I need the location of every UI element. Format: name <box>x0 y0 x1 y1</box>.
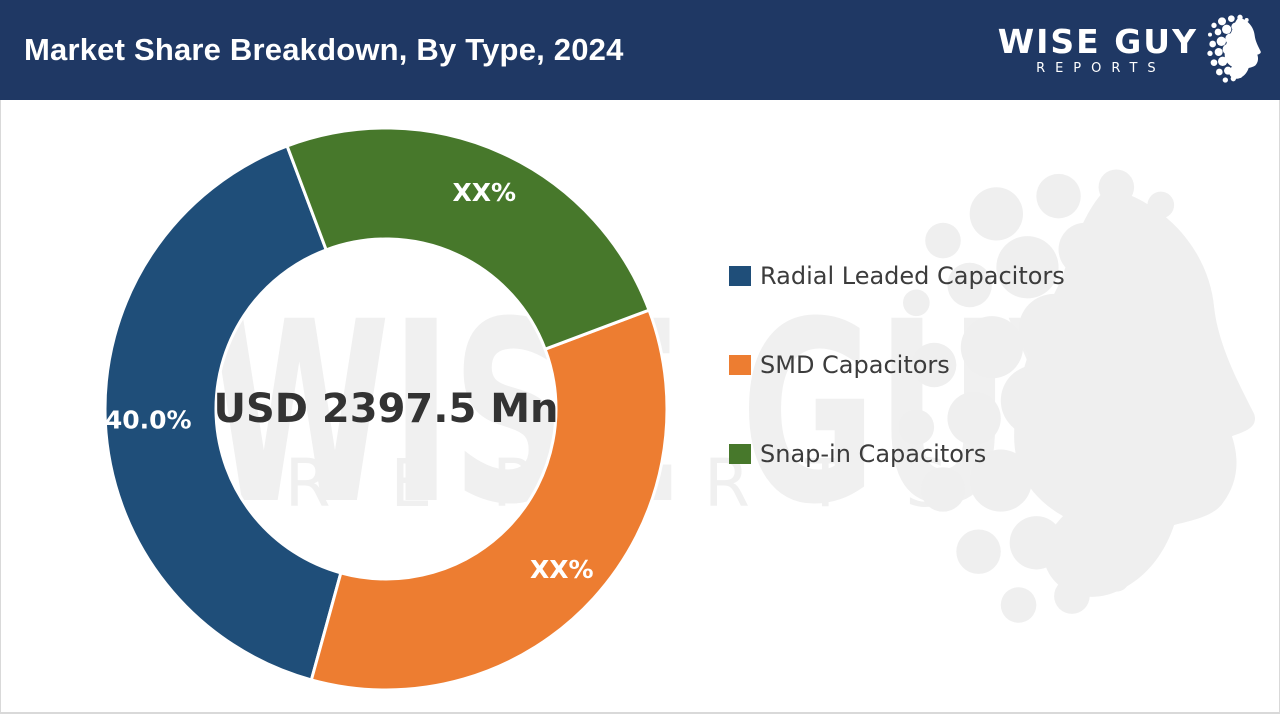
legend-swatch <box>729 265 751 286</box>
donut-slice-1 <box>309 308 669 692</box>
legend-item-0: Radial Leaded Capacitors <box>729 261 1065 290</box>
legend-label: SMD Capacitors <box>760 350 950 379</box>
logo-wordmark: WISE GUY <box>997 22 1198 61</box>
chart-legend: Radial Leaded Capacitors SMD Capacitors Sn… <box>729 261 1065 468</box>
logo-face-icon <box>1202 12 1262 88</box>
logo-subtitle: REPORTS <box>1036 61 1166 76</box>
header-bar: Market Share Breakdown, By Type, 2024 WI… <box>0 0 1280 100</box>
donut-chart: 40.0% XX% XX% USD 2397.5 Mn <box>103 126 669 692</box>
donut-slice-2 <box>285 126 651 352</box>
legend-label: Radial Leaded Capacitors <box>760 261 1065 290</box>
slice-label-0: 40.0% <box>105 405 192 434</box>
legend-item-2: Snap-in Capacitors <box>729 439 1065 468</box>
slice-label-1: XX% <box>530 555 594 584</box>
legend-swatch <box>729 354 751 375</box>
donut-center-value: USD 2397.5 Mn <box>214 386 559 432</box>
legend-swatch <box>729 443 751 464</box>
logo-text: WISE GUY REPORTS <box>998 25 1198 75</box>
donut-slice-0 <box>103 144 343 682</box>
legend-label: Snap-in Capacitors <box>760 439 987 468</box>
chart-canvas: WISE GUY REPORTS 40.0%XX%XX%USD 2397.5 M… <box>0 100 1280 714</box>
legend-item-1: SMD Capacitors <box>729 350 1065 379</box>
page-title: Market Share Breakdown, By Type, 2024 <box>24 32 624 67</box>
slice-label-2: XX% <box>452 178 516 207</box>
wiseguy-logo: WISE GUY REPORTS <box>998 12 1262 88</box>
